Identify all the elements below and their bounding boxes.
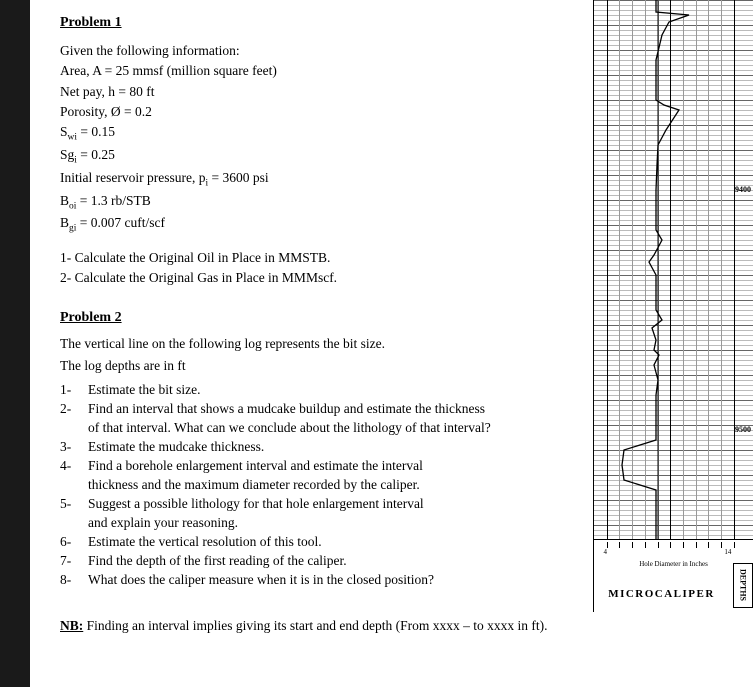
caliper-title: MICROCALIPER (594, 588, 729, 600)
problem2-section: Problem 2 The vertical line on the follo… (60, 310, 600, 588)
axis-area: 4 14 Hole Diameter in Inches MICROCALIPE… (594, 540, 753, 612)
item-7: 7-Find the depth of the first reading of… (60, 553, 600, 569)
axis-max: 14 (724, 548, 731, 556)
item-4-sub: thickness and the maximum diameter recor… (88, 477, 600, 493)
item-2-sub: of that interval. What can we conclude a… (88, 420, 600, 436)
nb-text: Finding an interval implies giving its s… (83, 618, 547, 633)
depth-label-9400: 9400 (735, 185, 751, 194)
problem1-q1: 1- Calculate the Original Oil in Place i… (60, 250, 600, 266)
item-text-1: Estimate the bit size. (88, 382, 200, 397)
given-label: Given the following information: (60, 41, 600, 61)
item-num-3: 3- (60, 439, 88, 455)
caliper-curve (594, 0, 753, 540)
given-pressure: Initial reservoir pressure, pi = 3600 ps… (60, 168, 600, 191)
given-swi: Swi = 0.15 (60, 122, 600, 145)
item-text-3: Estimate the mudcake thickness. (88, 439, 264, 454)
problem2-heading: Problem 2 (60, 310, 600, 326)
given-area: Area, A = 25 mmsf (million square feet) (60, 61, 600, 81)
given-porosity: Porosity, Ø = 0.2 (60, 102, 600, 122)
item-num-1: 1- (60, 382, 88, 398)
axis-ticks: 4 14 (594, 540, 753, 554)
item-text-6: Estimate the vertical resolution of this… (88, 534, 322, 549)
given-bgi: Bgi = 0.007 cuft/scf (60, 213, 600, 236)
item-num-2: 2- (60, 401, 88, 417)
item-text-7: Find the depth of the first reading of t… (88, 553, 347, 568)
axis-min: 4 (604, 548, 608, 556)
nb-note: NB: Finding an interval implies giving i… (60, 618, 600, 634)
left-margin (0, 0, 30, 687)
item-2: 2-Find an interval that shows a mudcake … (60, 401, 600, 417)
item-num-7: 7- (60, 553, 88, 569)
item-3: 3-Estimate the mudcake thickness. (60, 439, 600, 455)
item-text-5a: Suggest a possible lithology for that ho… (88, 496, 424, 511)
axis-label: Hole Diameter in Inches (594, 560, 753, 568)
page: Problem 1 Given the following informatio… (30, 0, 753, 687)
content-area: Problem 1 Given the following informatio… (60, 15, 600, 634)
item-text-4a: Find a borehole enlargement interval and… (88, 458, 423, 473)
given-netpay: Net pay, h = 80 ft (60, 82, 600, 102)
item-1: 1-Estimate the bit size. (60, 382, 600, 398)
given-sgi: Sgi = 0.25 (60, 145, 600, 168)
given-boi: Boi = 1.3 rb/STB (60, 191, 600, 214)
nb-label: NB: (60, 618, 83, 633)
item-num-5: 5- (60, 496, 88, 512)
problem2-intro1: The vertical line on the following log r… (60, 336, 600, 352)
item-6: 6-Estimate the vertical resolution of th… (60, 534, 600, 550)
item-num-4: 4- (60, 458, 88, 474)
problem1-given: Given the following information: Area, A… (60, 41, 600, 236)
depth-label-9500: 9500 (735, 425, 751, 434)
item-5: 5-Suggest a possible lithology for that … (60, 496, 600, 512)
item-8: 8-What does the caliper measure when it … (60, 572, 600, 588)
caliper-log-chart: 9400 9500 (594, 0, 753, 540)
problem1-heading: Problem 1 (60, 15, 600, 31)
problem2-intro2: The log depths are in ft (60, 358, 600, 374)
item-text-8: What does the caliper measure when it is… (88, 572, 434, 587)
depths-tab: DEPTHS (733, 563, 753, 608)
problem2-items: 1-Estimate the bit size. 2-Find an inter… (60, 382, 600, 588)
item-4: 4-Find a borehole enlargement interval a… (60, 458, 600, 474)
item-text-2a: Find an interval that shows a mudcake bu… (88, 401, 485, 416)
item-num-6: 6- (60, 534, 88, 550)
problem1-q2: 2- Calculate the Original Gas in Place i… (60, 270, 600, 286)
item-5-sub: and explain your reasoning. (88, 515, 600, 531)
item-num-8: 8- (60, 572, 88, 588)
caliper-log-panel: 9400 9500 4 14 Hole Diameter in Inches M… (593, 0, 753, 612)
